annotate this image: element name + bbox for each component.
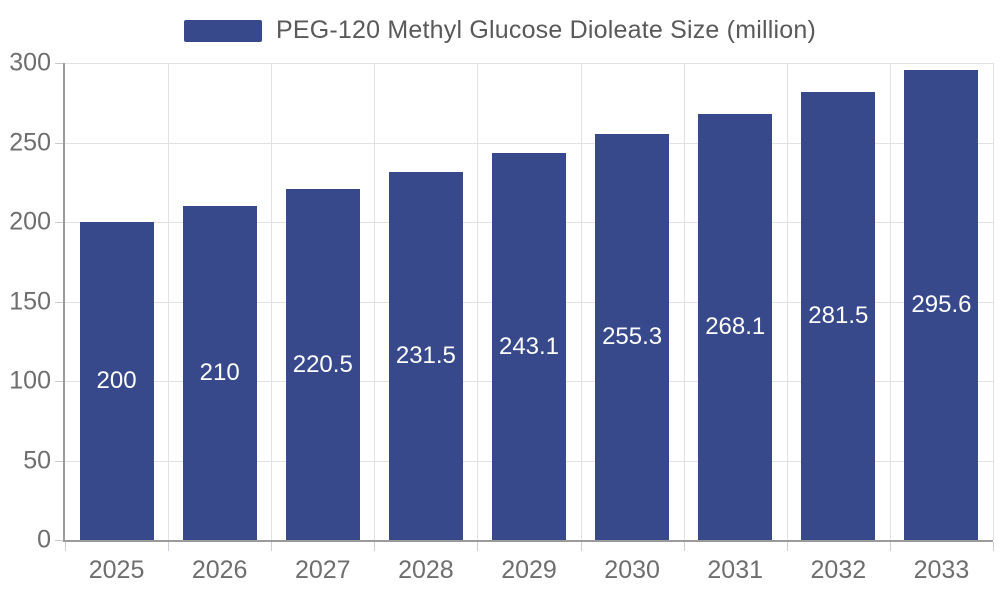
gridline-vertical [168, 63, 170, 540]
y-axis-tick-label: 250 [9, 128, 51, 156]
bar-value-label: 243.1 [498, 332, 560, 360]
x-axis-tick [374, 542, 376, 551]
y-axis-tick-label: 50 [23, 446, 51, 474]
x-axis-tick-label: 2031 [707, 556, 764, 584]
x-axis-tick [683, 542, 685, 551]
x-axis-tick [65, 542, 66, 551]
x-axis-tick [168, 542, 170, 551]
y-axis-tick [55, 540, 63, 541]
y-axis-tick [55, 63, 63, 64]
bar-value-label: 268.1 [705, 312, 766, 340]
gridline-vertical [786, 63, 788, 540]
x-axis-tick-label: 2028 [398, 556, 454, 584]
x-axis-tick-label: 2026 [191, 556, 248, 584]
bar-value-label: 220.5 [292, 350, 353, 378]
x-axis-tick [889, 542, 891, 551]
bar-value-label: 200 [96, 367, 137, 394]
x-axis-tick-label: 2027 [294, 556, 351, 584]
y-axis-tick-label: 200 [9, 207, 51, 236]
bar-2029: 243.1 [492, 153, 566, 540]
legend-swatch [184, 19, 263, 42]
bar-value-label: 295.6 [911, 291, 972, 318]
bar-value-label: 255.3 [602, 323, 663, 351]
x-axis-tick [786, 542, 788, 551]
bar-2030: 255.3 [595, 134, 670, 540]
gridline-vertical [993, 63, 994, 540]
gridline-vertical [580, 63, 582, 540]
bar-2026: 210 [182, 206, 257, 540]
x-axis-tick [580, 542, 582, 551]
bar-2025: 200 [79, 222, 154, 540]
x-axis-tick [477, 542, 479, 551]
x-axis-tick [271, 542, 273, 551]
plot-area: 200 210 220.5 231.5 243.1 255.3 268.1 281.5 295.… [9, 49, 994, 584]
x-axis-tick-label: 2025 [88, 556, 145, 584]
x-axis-tick-label: 2030 [604, 556, 660, 584]
x-axis-tick [993, 542, 994, 551]
bar-2027: 220.5 [285, 189, 360, 540]
y-axis-tick [55, 381, 63, 382]
gridline-vertical [477, 63, 479, 540]
legend[interactable]: PEG-120 Methyl Glucose Dioleate Size (mi… [0, 16, 1000, 45]
y-axis-line [63, 63, 65, 540]
y-axis-tick [55, 142, 63, 144]
gridline-vertical [683, 63, 685, 540]
gridline-horizontal [65, 142, 993, 144]
y-axis-tick-label: 150 [9, 287, 51, 315]
gridline-vertical [271, 63, 273, 540]
y-axis-tick [55, 460, 63, 462]
bar-value-label: 210 [199, 359, 240, 387]
gridline-vertical [889, 63, 891, 540]
bar-2031: 268.1 [698, 113, 773, 540]
gridline-horizontal [65, 63, 993, 64]
bar-value-label: 231.5 [395, 341, 456, 369]
gridline-vertical [374, 63, 376, 540]
y-axis-tick-label: 300 [9, 48, 51, 77]
y-axis-tick-label: 100 [9, 366, 51, 395]
bar-2028: 231.5 [388, 171, 463, 540]
bar-2033: 295.6 [904, 70, 979, 540]
x-axis-line [63, 540, 993, 542]
y-axis-tick [55, 222, 63, 223]
y-axis-tick [55, 301, 63, 303]
x-axis-tick-label: 2029 [501, 556, 557, 584]
x-axis-tick-label: 2033 [913, 556, 970, 584]
bar-2032: 281.5 [801, 92, 876, 540]
x-axis-tick-label: 2032 [810, 556, 867, 584]
legend-label: PEG-120 Methyl Glucose Dioleate Size (mi… [276, 16, 816, 44]
y-axis-tick-label: 0 [37, 525, 51, 554]
bar-value-label: 281.5 [808, 302, 869, 330]
